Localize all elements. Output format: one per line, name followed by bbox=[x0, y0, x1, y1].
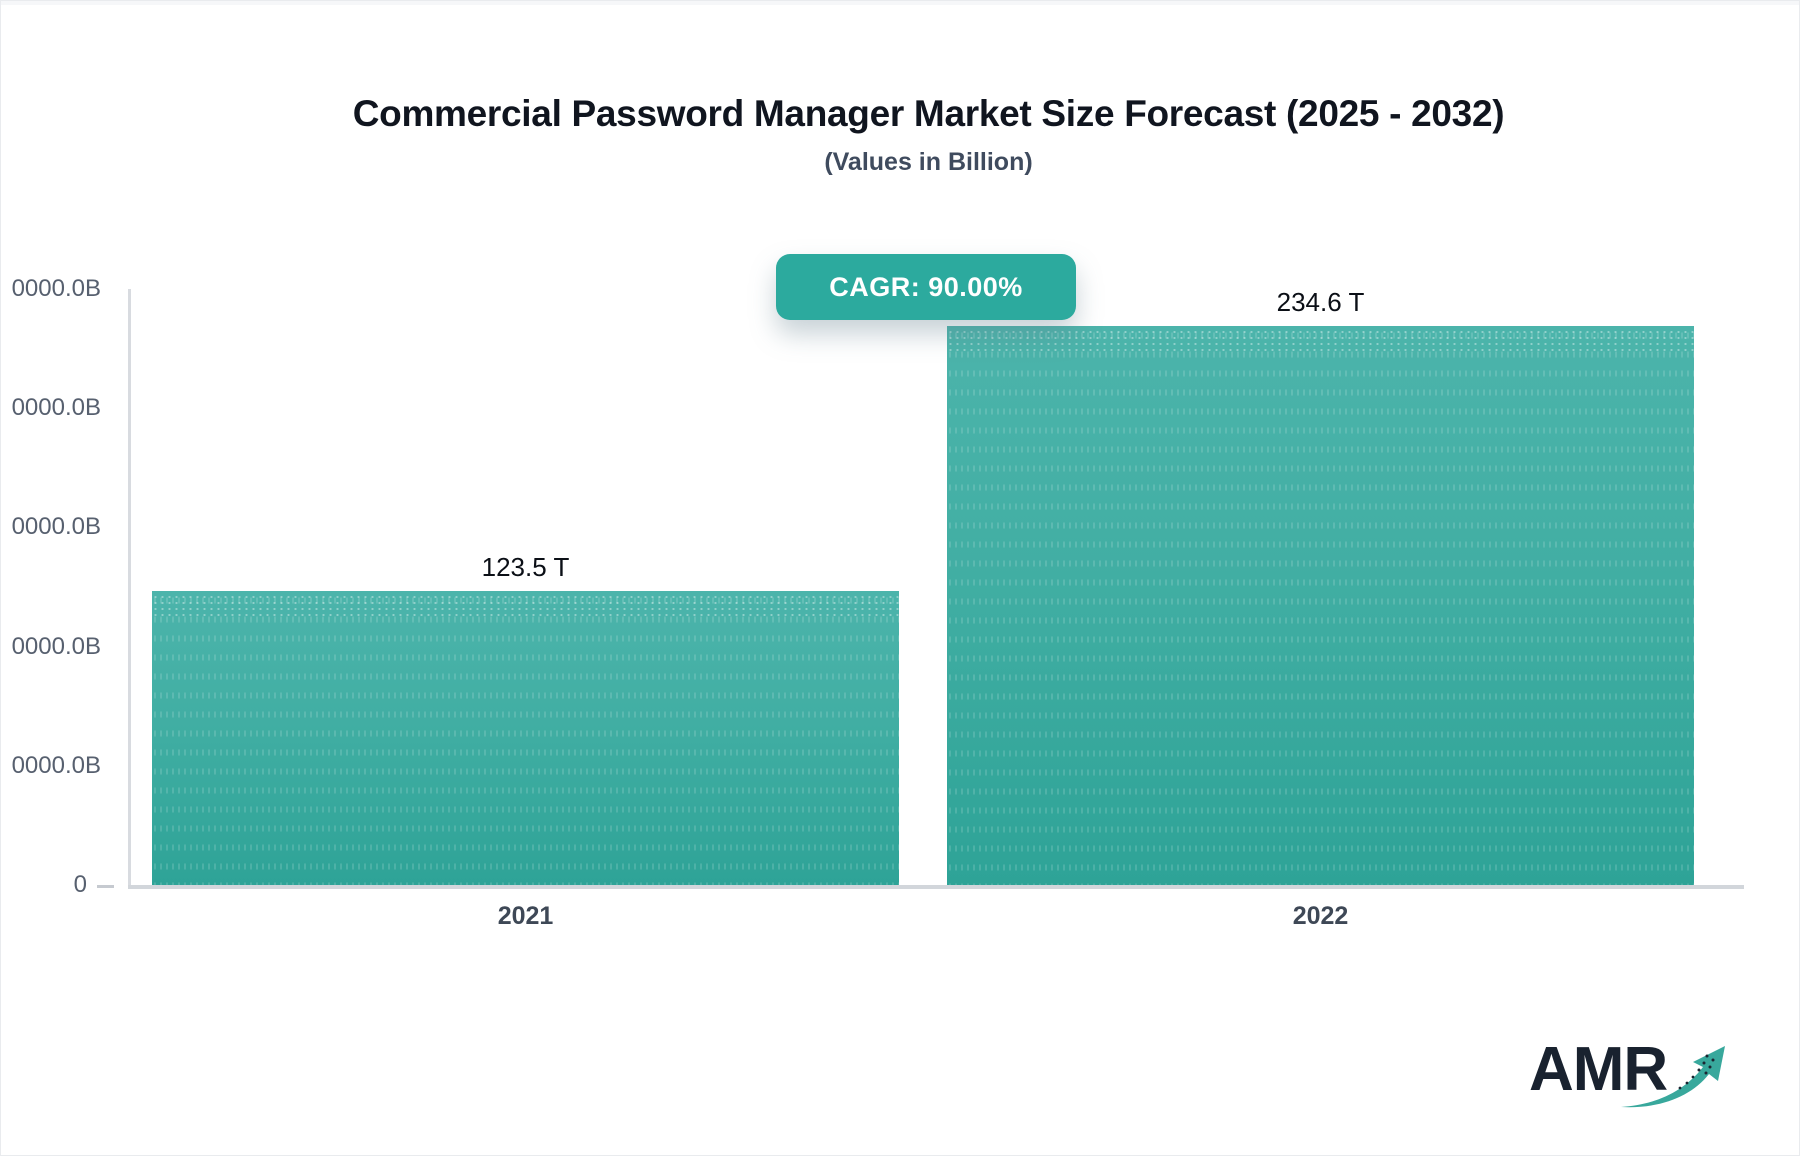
bar-2022 bbox=[947, 325, 1694, 886]
y-axis-tick-label: 0000.0B bbox=[11, 394, 101, 422]
bar-value-label-2022: 234.6 T bbox=[1276, 286, 1365, 317]
chart-subtitle: (Values in Billion) bbox=[824, 148, 1033, 176]
y-axis-tick-label: 0000.0B bbox=[11, 275, 101, 302]
amr-logo: AMR bbox=[1529, 1037, 1729, 1123]
x-axis-line bbox=[128, 885, 1744, 889]
y-axis-tick-label: 0000.0B bbox=[11, 751, 101, 779]
growth-arrow-icon bbox=[1621, 1046, 1725, 1108]
y-axis-tick-label-zero: 0 bbox=[73, 871, 87, 898]
bar-2021 bbox=[152, 590, 899, 886]
chart-title: Commercial Password Manager Market Size … bbox=[352, 93, 1505, 134]
y-axis-tick-label: 0000.0B bbox=[11, 513, 101, 541]
amr-logo-text: AMR bbox=[1529, 1035, 1668, 1104]
cagr-badge-label: CAGR: 90.00% bbox=[829, 271, 1023, 302]
y-axis-zero-tick bbox=[97, 885, 114, 888]
cagr-badge: CAGR: 90.00% bbox=[776, 254, 1076, 320]
y-axis-tick-label: 0000.0B bbox=[11, 632, 101, 660]
x-axis-label-2021: 2021 bbox=[497, 902, 554, 930]
y-axis-line bbox=[128, 289, 131, 888]
x-axis-label-2022: 2022 bbox=[1292, 902, 1349, 930]
bar-value-label-2021: 123.5 T bbox=[481, 551, 570, 582]
